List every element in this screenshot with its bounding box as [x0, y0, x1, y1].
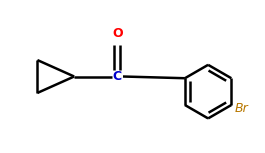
- Text: Br: Br: [235, 102, 249, 115]
- Text: C: C: [113, 70, 122, 83]
- Text: O: O: [112, 27, 123, 40]
